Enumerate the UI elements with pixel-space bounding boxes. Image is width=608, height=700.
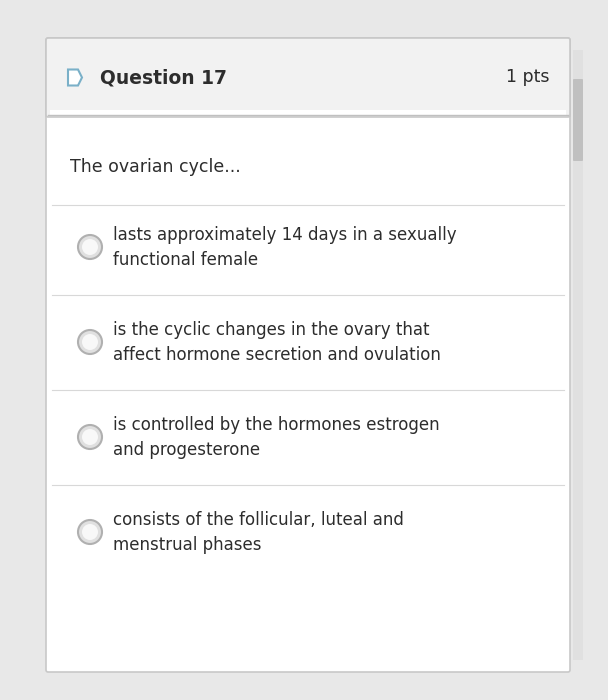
Text: menstrual phases: menstrual phases — [113, 536, 261, 554]
FancyBboxPatch shape — [46, 38, 570, 117]
Circle shape — [82, 334, 98, 350]
Circle shape — [82, 429, 98, 445]
Text: and progesterone: and progesterone — [113, 441, 260, 459]
Text: lasts approximately 14 days in a sexually: lasts approximately 14 days in a sexuall… — [113, 226, 457, 244]
Circle shape — [78, 330, 102, 354]
Text: is controlled by the hormones estrogen: is controlled by the hormones estrogen — [113, 416, 440, 434]
Circle shape — [82, 524, 98, 540]
Text: functional female: functional female — [113, 251, 258, 269]
Text: is the cyclic changes in the ovary that: is the cyclic changes in the ovary that — [113, 321, 429, 339]
Bar — [573, 50, 583, 660]
Text: affect hormone secretion and ovulation: affect hormone secretion and ovulation — [113, 346, 441, 364]
Text: The ovarian cycle...: The ovarian cycle... — [70, 158, 241, 176]
Circle shape — [78, 425, 102, 449]
Text: consists of the follicular, luteal and: consists of the follicular, luteal and — [113, 511, 404, 529]
Bar — [50, 110, 566, 115]
Circle shape — [78, 235, 102, 259]
Circle shape — [82, 239, 98, 255]
FancyBboxPatch shape — [573, 79, 583, 161]
Text: Question 17: Question 17 — [100, 68, 227, 87]
Text: 1 pts: 1 pts — [506, 69, 550, 87]
Polygon shape — [68, 69, 82, 85]
FancyBboxPatch shape — [46, 38, 570, 672]
Circle shape — [78, 520, 102, 544]
